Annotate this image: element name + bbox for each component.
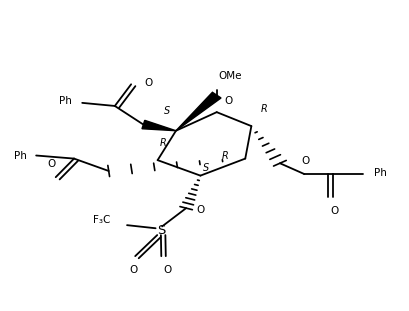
Text: F₃C: F₃C xyxy=(93,215,111,225)
Text: O: O xyxy=(224,96,232,106)
Text: Ph: Ph xyxy=(14,151,27,160)
Text: S: S xyxy=(164,106,170,116)
Text: O: O xyxy=(129,265,137,276)
Text: R: R xyxy=(261,104,267,114)
Text: R: R xyxy=(221,151,228,160)
Polygon shape xyxy=(142,120,176,131)
Text: O: O xyxy=(301,156,310,166)
Text: Ph: Ph xyxy=(59,96,72,106)
Text: OMe: OMe xyxy=(219,71,242,81)
Text: O: O xyxy=(196,205,204,215)
Text: S: S xyxy=(202,163,209,173)
Polygon shape xyxy=(176,92,221,131)
Text: O: O xyxy=(47,159,56,169)
Text: O: O xyxy=(144,78,153,88)
Text: O: O xyxy=(330,206,338,216)
Text: R: R xyxy=(160,138,166,148)
Text: Ph: Ph xyxy=(374,168,387,178)
Text: O: O xyxy=(164,265,172,276)
Text: S: S xyxy=(157,224,166,237)
